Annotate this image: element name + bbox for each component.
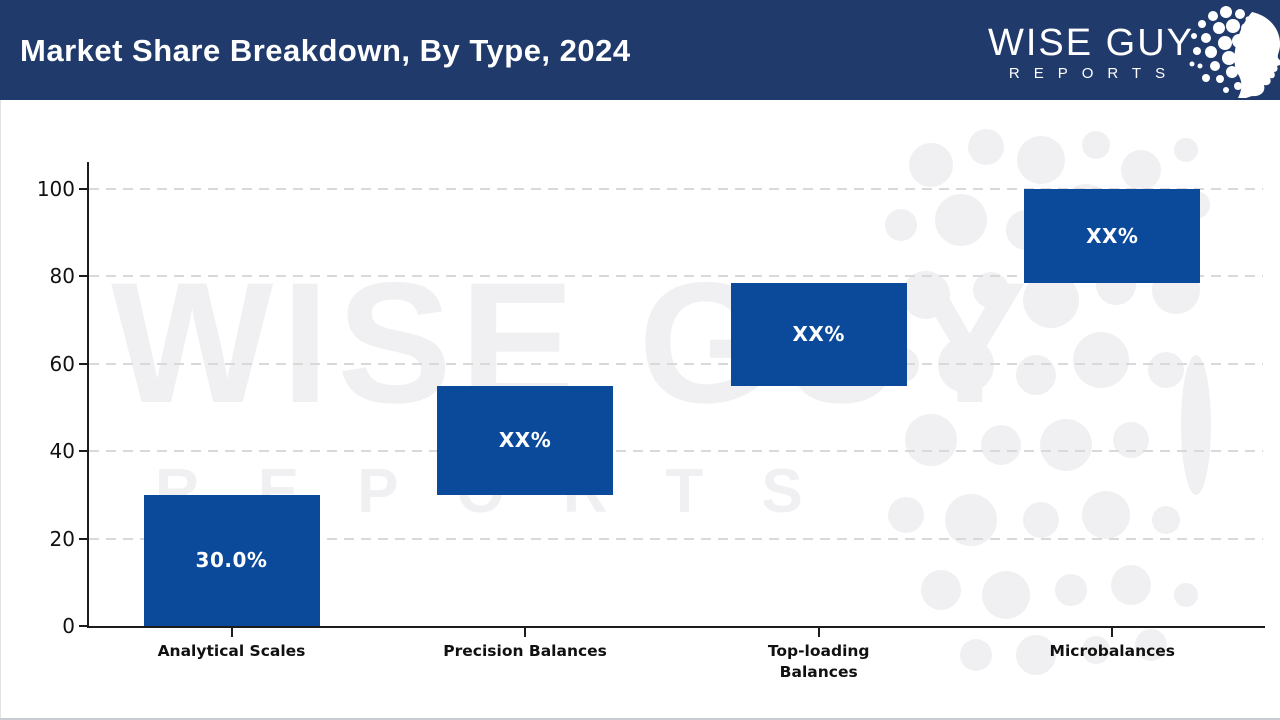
gridline <box>89 275 1263 278</box>
gridline <box>89 188 1263 190</box>
logo-subtitle: REPORTS <box>1008 64 1180 82</box>
x-axis-label: Analytical Scales <box>157 642 306 660</box>
y-tick-label: 80 <box>49 264 75 289</box>
bar-value-label: XX% <box>1086 223 1139 248</box>
bar: 30.0% <box>143 494 320 626</box>
x-axis-label: Precision Balances <box>443 642 607 660</box>
y-axis-line <box>87 162 89 628</box>
bar-value-label: XX% <box>792 322 845 347</box>
y-tick-label: 100 <box>36 177 75 201</box>
footer-line <box>0 718 1280 720</box>
y-tick-label: 20 <box>49 526 75 551</box>
y-tick <box>79 450 89 453</box>
x-tick <box>524 628 527 637</box>
x-axis-label: Top-loading Balances <box>767 642 870 681</box>
x-axis-label: Microbalances <box>1049 642 1176 660</box>
x-axis-line <box>87 626 1265 628</box>
plot-area: 0 20 40 60 80 100 30.0% Analytical Scales XX% Pre… <box>1 100 1280 718</box>
bar-value-label: XX% <box>498 428 552 453</box>
gridline <box>89 537 1263 540</box>
bar-value-label: 30.0% <box>195 548 268 573</box>
wise-guy-logo-face-icon <box>1189 6 1280 98</box>
gridline <box>89 362 1263 365</box>
y-tick-label: 40 <box>49 439 75 464</box>
x-tick <box>1111 628 1114 637</box>
bar: XX% <box>730 282 907 386</box>
y-tick <box>79 275 89 278</box>
y-tick <box>79 188 89 190</box>
bar: XX% <box>1024 189 1201 283</box>
page-title: Market Share Breakdown, By Type, 2024 <box>20 33 631 68</box>
wise-guy-logo-text: WISE GUY REPORTS <box>988 23 1194 82</box>
bar: XX% <box>437 385 614 495</box>
x-tick <box>817 628 820 637</box>
y-tick <box>79 537 89 540</box>
y-tick-label: 60 <box>49 351 75 376</box>
header: Market Share Breakdown, By Type, 2024 WI… <box>0 0 1280 100</box>
logo-wordmark: WISE GUY <box>987 21 1194 64</box>
x-tick <box>230 628 233 637</box>
y-tick <box>79 362 89 365</box>
gridline <box>89 450 1263 453</box>
wise-guy-logo: WISE GUY REPORTS <box>988 6 1280 98</box>
y-tick-label: 0 <box>62 614 75 638</box>
y-tick <box>79 625 89 627</box>
